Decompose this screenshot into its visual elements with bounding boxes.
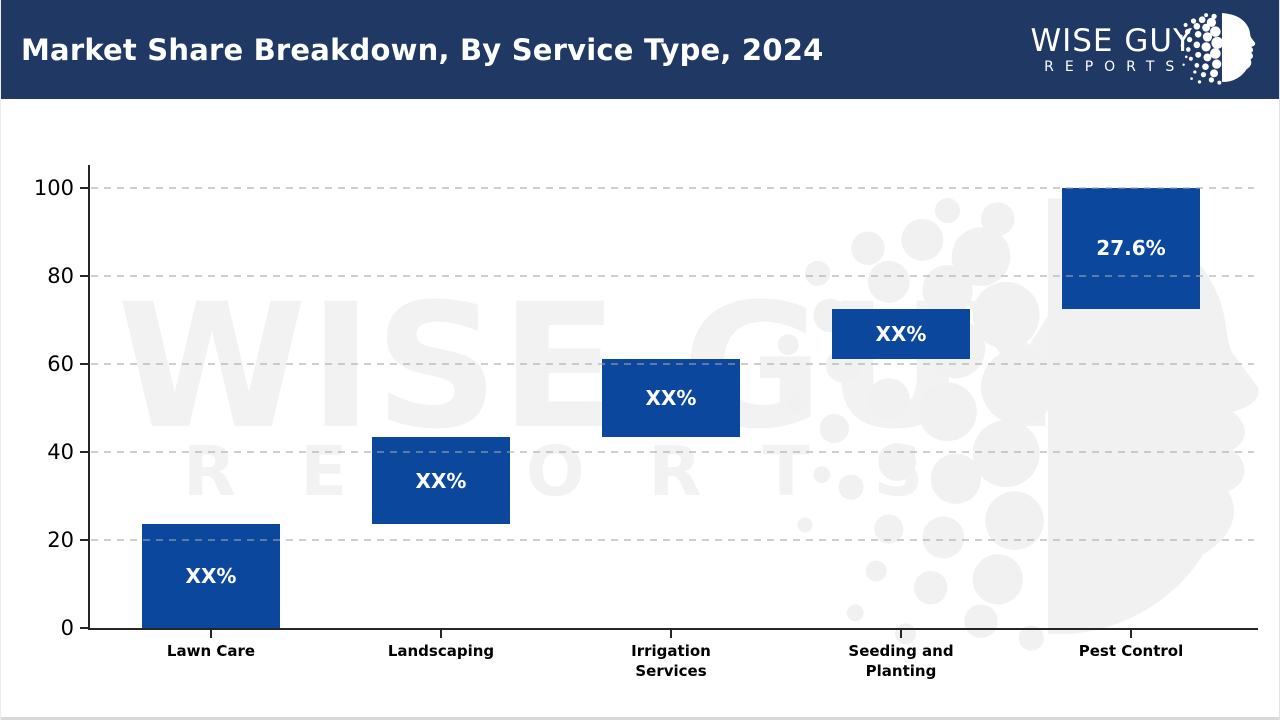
y-tick-mark: [80, 450, 89, 453]
bar-1: XX%: [142, 524, 280, 628]
y-tick-label: 0: [60, 616, 74, 640]
x-axis-category-label: Lawn Care: [166, 642, 256, 660]
bar-3: XX%: [602, 359, 740, 437]
y-tick-label: 40: [47, 439, 74, 464]
y-tick-mark: [80, 186, 89, 189]
x-tick-mark: [670, 630, 672, 638]
page-title: Market Share Breakdown, By Service Type,…: [21, 32, 824, 67]
y-tick-mark: [80, 362, 89, 365]
wise-guy-head-logo-icon: [1179, 13, 1256, 85]
bar-value-label: XX%: [875, 322, 927, 347]
x-axis-category-label: Pest Control: [1078, 642, 1184, 660]
y-tick-mark: [80, 274, 89, 277]
bar-value-label: 27.6%: [1096, 236, 1166, 261]
bar-value-label: XX%: [645, 386, 697, 411]
y-tick-label: 100: [33, 175, 74, 200]
footer-divider: [1, 717, 1279, 720]
y-tick-mark: [80, 538, 89, 541]
x-tick-mark: [440, 630, 442, 638]
logo-subtitle: REPORTS: [1044, 59, 1186, 76]
x-axis-category-label: Landscaping: [387, 642, 495, 660]
bar-value-label: XX%: [185, 564, 237, 589]
y-tick-label: 80: [47, 263, 74, 288]
gridline-y100: [91, 186, 1254, 189]
bar-4: XX%: [832, 309, 970, 360]
x-tick-mark: [1130, 630, 1132, 638]
logo-wordmark: WISE GUY: [1030, 22, 1193, 59]
x-axis-category-label: Irrigation Services: [631, 642, 711, 681]
gridline-y60: [91, 362, 1254, 365]
y-tick-mark: [80, 627, 89, 629]
gridline-y20: [91, 538, 1254, 541]
watermark-subtitle: REPORTS: [183, 432, 988, 512]
bar-5: 27.6%: [1062, 187, 1200, 310]
x-axis-line: [88, 628, 1258, 630]
y-tick-label: 20: [47, 527, 74, 552]
x-tick-mark: [900, 630, 902, 638]
gridline-y80: [91, 274, 1254, 277]
x-axis-category-label: Seeding and Planting: [848, 642, 954, 681]
y-tick-label: 60: [47, 351, 74, 376]
bar-value-label: XX%: [415, 468, 467, 493]
header-bar: Market Share Breakdown, By Service Type,…: [1, 0, 1279, 99]
y-axis-line: [88, 165, 90, 630]
wise-guy-logo: WISE GUY REPORTS: [1030, 13, 1263, 86]
x-tick-mark: [210, 630, 212, 638]
gridline-y40: [91, 450, 1254, 453]
wise-guy-logo-text: WISE GUY REPORTS: [1030, 24, 1193, 75]
